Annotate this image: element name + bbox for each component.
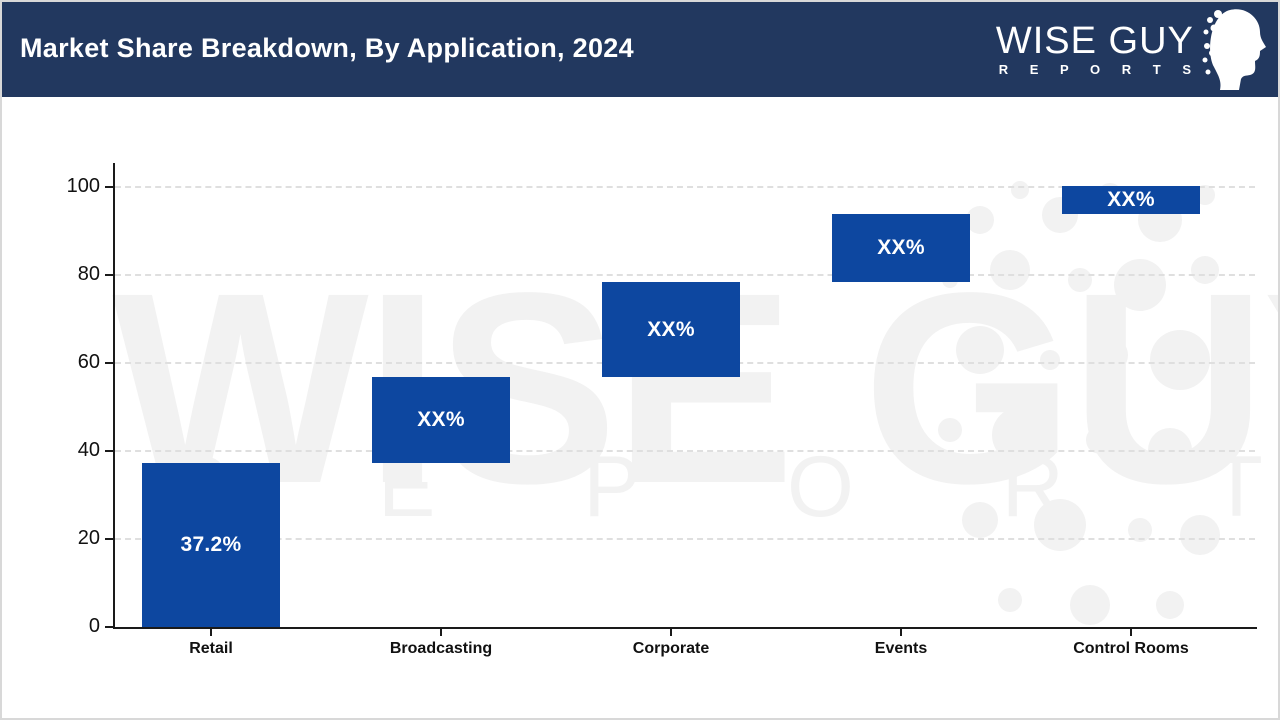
x-axis-tick-retail: [210, 629, 212, 636]
bar-broadcasting: XX%: [372, 377, 510, 464]
wise-guy-logo: WISE GUY R E P O R T S: [990, 6, 1268, 92]
logo-wiseguy-label: WISE GUY: [995, 20, 1194, 62]
bar-value-label-retail: 37.2%: [180, 533, 242, 557]
y-axis-tick-20: [105, 538, 113, 540]
x-axis-tick-corporate: [670, 629, 672, 636]
x-axis-tick-control-rooms: [1130, 629, 1132, 636]
x-axis-line: [113, 627, 1257, 629]
gridline-40: [115, 450, 1255, 452]
y-axis-tick-100: [105, 186, 113, 188]
x-axis-label-control-rooms: Control Rooms: [1073, 640, 1189, 657]
bar-corporate: XX%: [602, 282, 740, 378]
bar-value-label-corporate: XX%: [647, 317, 695, 341]
y-axis-tick-40: [105, 450, 113, 452]
y-axis-label-60: 60: [77, 351, 100, 373]
gridline-80: [115, 274, 1255, 276]
bar-value-label-broadcasting: XX%: [417, 408, 465, 432]
y-axis-label-80: 80: [77, 263, 100, 285]
x-axis-tick-broadcasting: [440, 629, 442, 636]
bar-events: XX%: [832, 214, 970, 283]
x-axis-tick-events: [900, 629, 902, 636]
x-axis-label-retail: Retail: [189, 640, 233, 657]
logo-text: WISE GUY R E P O R T S: [990, 22, 1200, 76]
y-axis-label-40: 40: [77, 439, 100, 461]
x-axis-label-events: Events: [874, 640, 928, 657]
bar-retail: 37.2%: [142, 463, 280, 627]
x-axis-label-corporate: Corporate: [632, 640, 710, 657]
logo-reports-label: R E P O R T S: [998, 62, 1200, 77]
gridline-20: [115, 538, 1255, 540]
logo-head-icon: [1202, 9, 1266, 90]
y-axis-label-20: 20: [77, 527, 100, 549]
x-axis-label-broadcasting: Broadcasting: [389, 640, 493, 657]
gridline-100: [115, 186, 1255, 188]
watermark-reports-text: R E P O R T S: [168, 439, 1280, 535]
y-axis-label-0: 0: [88, 615, 100, 637]
y-axis-line: [113, 163, 115, 629]
bar-control-rooms: XX%: [1062, 186, 1200, 215]
chart-title: Market Share Breakdown, By Application, …: [20, 33, 634, 63]
y-axis-tick-60: [105, 362, 113, 364]
bar-value-label-events: XX%: [877, 236, 925, 260]
y-axis-tick-0: [105, 626, 113, 628]
y-axis-tick-80: [105, 274, 113, 276]
header-bar: Market Share Breakdown, By Application, …: [0, 0, 1280, 97]
y-axis-label-100: 100: [66, 175, 100, 197]
bar-value-label-control-rooms: XX%: [1107, 188, 1155, 212]
